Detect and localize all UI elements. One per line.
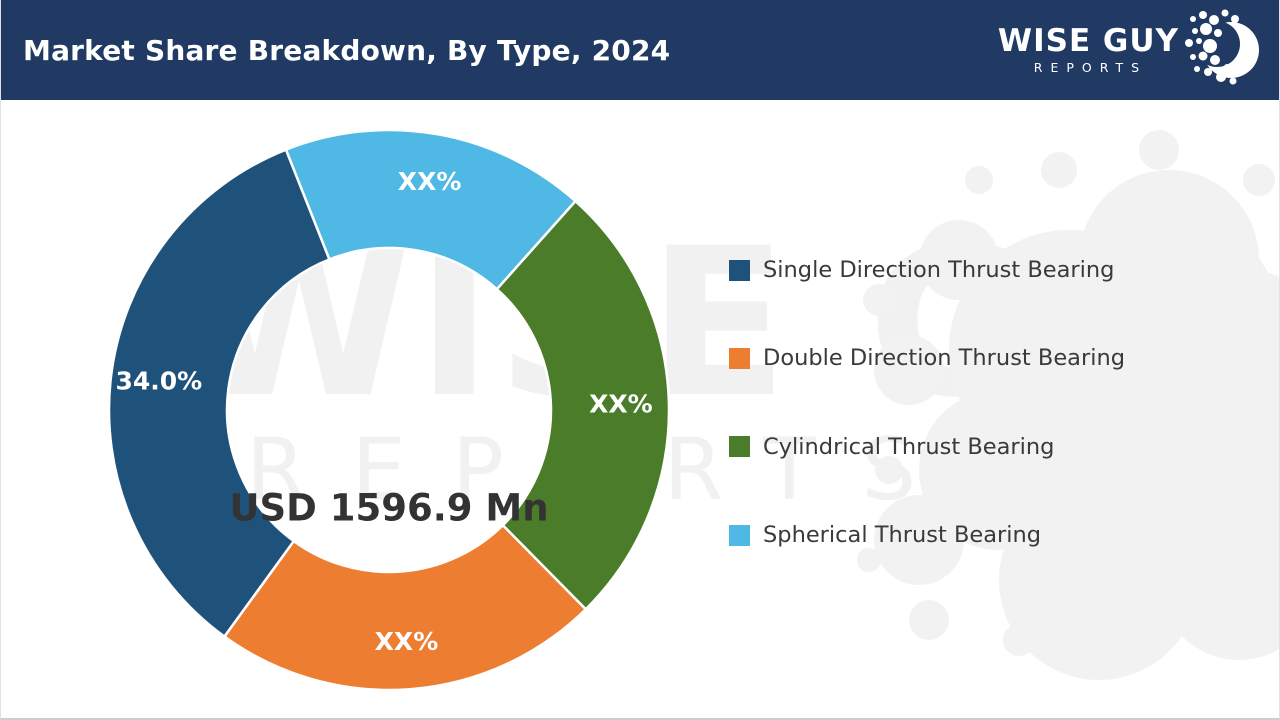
chart-center-value: USD 1596.9 Mn [229,486,549,530]
legend-item: Cylindrical Thrust Bearing [729,432,1125,462]
logo-text: WISE GUY REPORTS [997,22,1179,75]
wiseguy-logo: WISE GUY REPORTS [998,7,1259,93]
legend-swatch [729,348,750,370]
legend-item: Single Direction Thrust Bearing [729,255,1125,285]
legend-label: Spherical Thrust Bearing [763,522,1042,549]
donut-segment [284,128,577,291]
legend-label: Double Direction Thrust Bearing [763,345,1125,372]
legend-swatch [729,259,750,281]
segment-value-label: XX% [398,167,462,196]
legend-swatch [729,436,750,458]
segment-value-label: XX% [375,627,439,656]
segment-value-label: 34.0% [115,366,202,395]
logo-face-icon [1185,9,1259,85]
donut-segment [495,199,671,611]
page-title: Market Share Breakdown, By Type, 2024 [23,33,671,67]
donut-segment [223,524,587,692]
chart-legend: Single Direction Thrust Bearing Double Di… [729,255,1125,551]
header: Market Share Breakdown, By Type, 2024 WI… [1,0,1279,100]
logo-subtext: REPORTS [1033,59,1148,75]
logo-wordmark: WISE GUY [997,22,1179,59]
legend-swatch [729,524,750,546]
legend-label: Single Direction Thrust Bearing [763,257,1115,283]
legend-label: Cylindrical Thrust Bearing [763,433,1055,460]
legend-item: Spherical Thrust Bearing [729,520,1125,550]
legend-item: Double Direction Thrust Bearing [729,343,1125,373]
donut-chart: XX% XX% XX% 34.0% [107,128,671,692]
segment-value-label: XX% [589,390,653,419]
donut-segment [107,148,331,638]
